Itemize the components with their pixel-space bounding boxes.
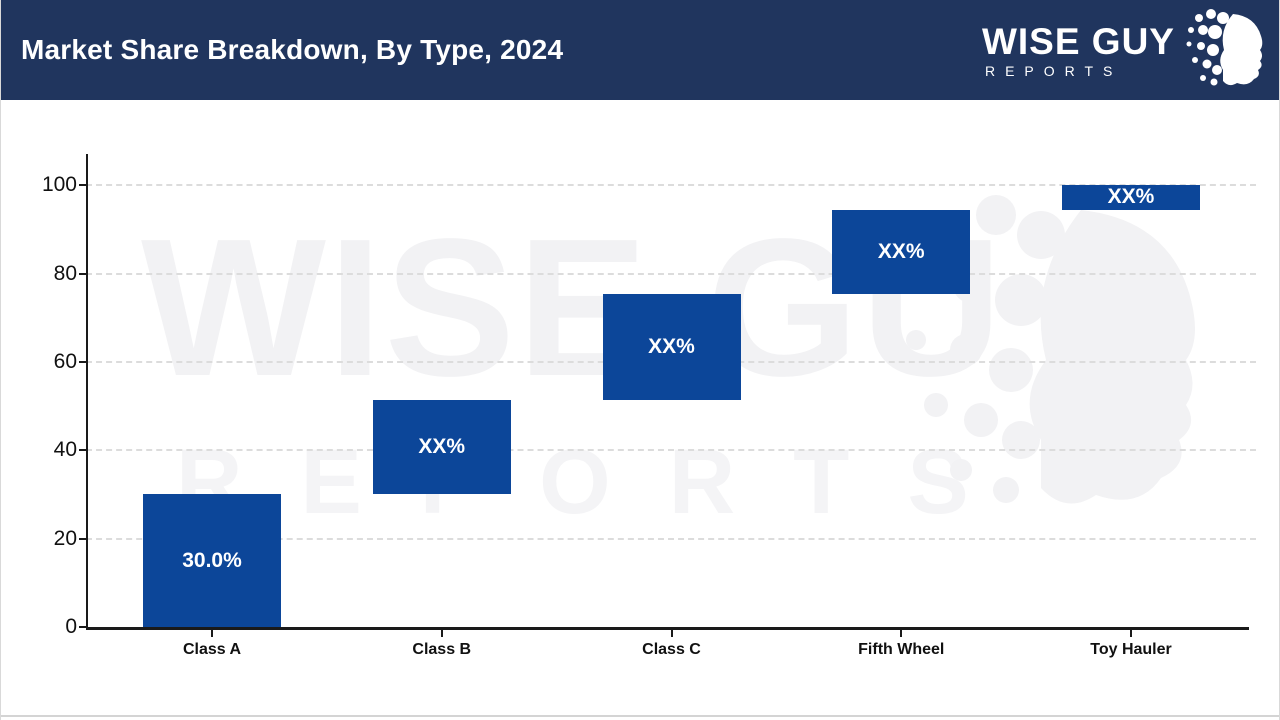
y-tick-label-60: 60 xyxy=(53,349,77,373)
bar-value-label: XX% xyxy=(1107,185,1155,209)
x-tick-2 xyxy=(670,630,673,637)
bar-value-label: 30.0% xyxy=(182,548,242,572)
bar-value-label: XX% xyxy=(648,334,695,358)
x-category-label: Class C xyxy=(642,641,701,658)
y-tick-60 xyxy=(79,360,86,363)
x-axis-spine xyxy=(86,627,1249,630)
y-tick-label-100: 100 xyxy=(41,173,77,197)
bar-fifth-wheel: XX% xyxy=(832,209,971,294)
y-tick-80 xyxy=(79,272,86,275)
chart-title: Market Share Breakdown, By Type, 2024 xyxy=(21,34,564,65)
y-tick-40 xyxy=(79,449,86,452)
x-tick-4 xyxy=(1130,630,1132,637)
y-tick-100 xyxy=(79,184,86,187)
brand-logo: WISE GUY REPORTS xyxy=(982,0,1267,100)
bar-class-a: 30.0% xyxy=(143,494,281,627)
x-tick-1 xyxy=(440,630,443,637)
gridline-40 xyxy=(86,449,1256,452)
y-tick-label-0: 0 xyxy=(65,615,77,638)
gridline-80 xyxy=(86,272,1256,275)
x-category-label: Class A xyxy=(182,641,242,658)
y-axis-spine xyxy=(86,154,88,629)
bar-toy-hauler: XX% xyxy=(1062,185,1200,210)
bottom-border xyxy=(1,715,1279,717)
x-category-label: Class B xyxy=(412,641,472,658)
bar-value-label: XX% xyxy=(418,434,466,458)
brand-head-dots-icon xyxy=(1186,9,1263,86)
y-tick-label-80: 80 xyxy=(53,261,77,285)
bar-value-label: XX% xyxy=(877,239,925,263)
y-tick-label-20: 20 xyxy=(53,526,77,550)
x-tick-3 xyxy=(900,630,903,637)
bar-class-b: XX% xyxy=(372,399,511,495)
x-category-label: Fifth Wheel xyxy=(858,641,945,658)
x-category-label: Toy Hauler xyxy=(1090,641,1172,658)
y-tick-label-40: 40 xyxy=(53,438,77,462)
brand-logo-text: WISE GUY REPORTS xyxy=(982,23,1175,78)
y-tick-0 xyxy=(79,626,86,628)
gridline-100 xyxy=(86,184,1256,187)
y-tick-20 xyxy=(79,537,86,540)
x-tick-0 xyxy=(211,630,213,637)
brand-name: WISE GUY xyxy=(981,20,1175,62)
gridline-20 xyxy=(86,537,1256,540)
brand-subname: REPORTS xyxy=(984,62,1123,79)
bar-class-c: XX% xyxy=(602,293,741,400)
header-bar: Market Share Breakdown, By Type, 2024 WI… xyxy=(1,0,1279,100)
plot-area: 0 20 40 60 80 100 30.0% Class A XX% Class B XX% Cla… xyxy=(1,100,1279,717)
